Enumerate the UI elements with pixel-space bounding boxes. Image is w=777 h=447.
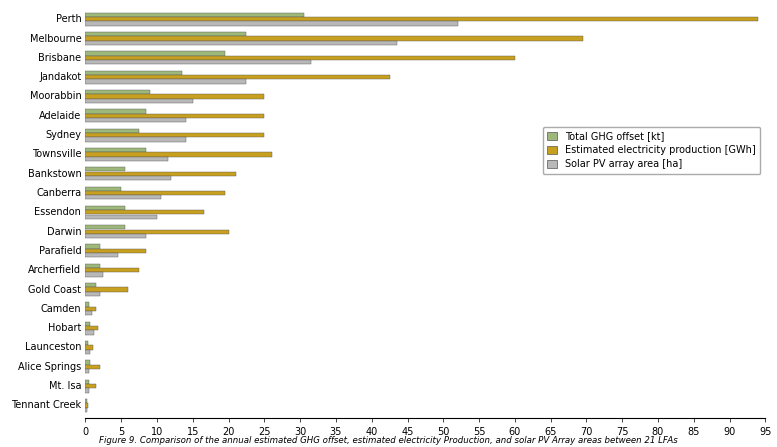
Bar bbox=[85, 99, 193, 103]
Bar bbox=[85, 249, 146, 253]
Bar bbox=[85, 56, 515, 60]
Bar bbox=[85, 114, 264, 118]
Bar bbox=[85, 148, 146, 152]
Bar bbox=[85, 156, 168, 161]
Bar bbox=[85, 273, 103, 277]
Bar bbox=[85, 110, 146, 114]
Bar bbox=[85, 195, 161, 199]
Bar bbox=[85, 384, 96, 388]
Bar bbox=[85, 350, 90, 354]
Bar bbox=[85, 307, 96, 311]
Bar bbox=[85, 75, 389, 79]
Bar bbox=[85, 13, 304, 17]
Bar bbox=[85, 206, 125, 210]
Bar bbox=[85, 330, 94, 335]
Bar bbox=[85, 167, 125, 172]
Legend: Total GHG offset [kt], Estimated electricity production [GWh], Solar PV array ar: Total GHG offset [kt], Estimated electri… bbox=[542, 127, 761, 174]
Bar bbox=[85, 365, 99, 369]
Bar bbox=[85, 341, 89, 345]
Bar bbox=[85, 225, 125, 229]
Bar bbox=[85, 94, 264, 99]
Bar bbox=[85, 137, 186, 142]
Bar bbox=[85, 399, 87, 403]
Bar bbox=[85, 380, 89, 384]
Bar bbox=[85, 229, 228, 234]
Bar bbox=[85, 133, 264, 137]
Bar bbox=[85, 322, 90, 326]
Bar bbox=[85, 80, 246, 84]
Bar bbox=[85, 268, 139, 272]
Bar bbox=[85, 176, 172, 180]
Bar bbox=[85, 287, 128, 292]
Bar bbox=[85, 302, 89, 307]
Bar bbox=[85, 245, 99, 249]
Text: Figure 9. Comparison of the annual estimated GHG offset, estimated electricity P: Figure 9. Comparison of the annual estim… bbox=[99, 436, 678, 445]
Bar bbox=[85, 21, 458, 26]
Bar bbox=[85, 283, 96, 287]
Bar bbox=[85, 311, 92, 315]
Bar bbox=[85, 210, 204, 215]
Bar bbox=[85, 360, 90, 365]
Bar bbox=[85, 234, 146, 238]
Bar bbox=[85, 71, 182, 75]
Bar bbox=[85, 253, 117, 257]
Bar bbox=[85, 118, 186, 122]
Bar bbox=[85, 152, 271, 156]
Bar bbox=[85, 388, 89, 392]
Bar bbox=[85, 326, 99, 330]
Bar bbox=[85, 403, 89, 408]
Bar bbox=[85, 172, 235, 176]
Bar bbox=[85, 292, 99, 296]
Bar bbox=[85, 408, 87, 412]
Bar bbox=[85, 51, 225, 55]
Bar bbox=[85, 215, 157, 219]
Bar bbox=[85, 191, 225, 195]
Bar bbox=[85, 32, 246, 36]
Bar bbox=[85, 186, 121, 191]
Bar bbox=[85, 41, 397, 45]
Bar bbox=[85, 17, 758, 21]
Bar bbox=[85, 264, 99, 268]
Bar bbox=[85, 346, 92, 350]
Bar bbox=[85, 129, 139, 133]
Bar bbox=[85, 90, 150, 94]
Bar bbox=[85, 369, 89, 373]
Bar bbox=[85, 37, 583, 41]
Bar bbox=[85, 60, 311, 64]
